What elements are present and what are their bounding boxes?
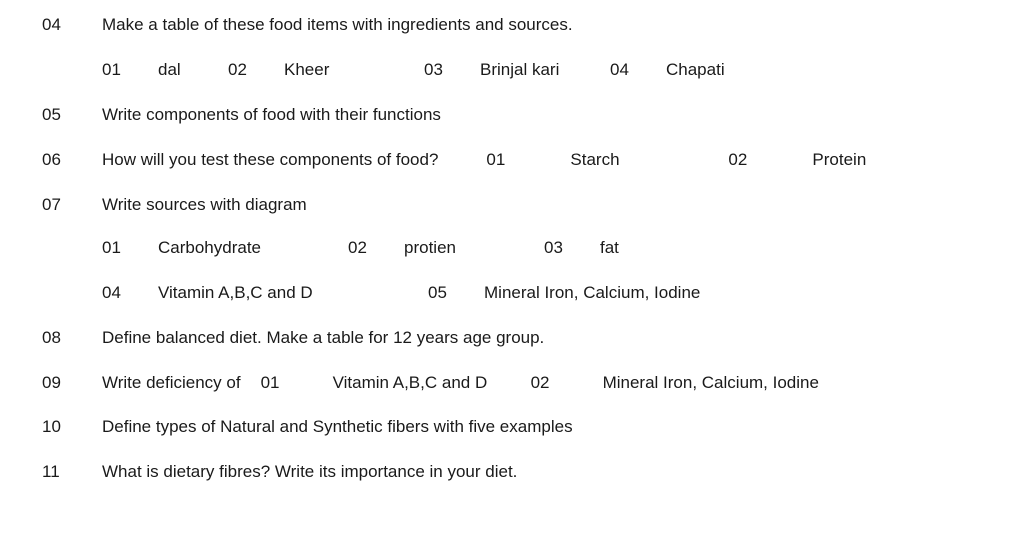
item-label: Kheer — [284, 59, 424, 82]
question-number: 09 — [42, 372, 102, 395]
question-07-items-row2: 04 Vitamin A,B,C and D 05 Mineral Iron, … — [102, 282, 1004, 305]
item-number: 01 — [261, 372, 305, 395]
question-04: 04 Make a table of these food items with… — [42, 14, 1004, 37]
question-prompt: Write sources with diagram — [102, 194, 307, 217]
item-number: 02 — [728, 149, 784, 172]
item-number: 02 — [348, 237, 404, 260]
item-label: Starch — [570, 149, 700, 172]
question-prompt: Write components of food with their func… — [102, 104, 441, 127]
item-label: Brinjal kari — [480, 59, 610, 82]
item-label: Carbohydrate — [158, 237, 348, 260]
question-number: 05 — [42, 104, 102, 127]
question-07-items-row1: 01 Carbohydrate 02 protien 03 fat — [102, 237, 1004, 260]
question-prompt: How will you test these components of fo… — [102, 149, 438, 172]
item-number: 03 — [544, 237, 600, 260]
item-number: 01 — [102, 237, 158, 260]
item-number: 03 — [424, 59, 480, 82]
item-number: 01 — [486, 149, 542, 172]
question-prompt: What is dietary fibres? Write its import… — [102, 461, 517, 484]
question-number: 08 — [42, 327, 102, 350]
question-text: Define balanced diet. Make a table for 1… — [102, 327, 1004, 350]
question-07: 07 Write sources with diagram — [42, 194, 1004, 217]
item-number: 04 — [102, 282, 158, 305]
item-label: Protein — [812, 149, 866, 172]
item-label: Mineral Iron, Calcium, Iodine — [603, 372, 819, 395]
item-label: Mineral Iron, Calcium, Iodine — [484, 282, 700, 305]
item-label: Vitamin A,B,C and D — [158, 282, 428, 305]
item-label: Chapati — [666, 59, 725, 82]
question-text: Write components of food with their func… — [102, 104, 1004, 127]
question-number: 04 — [42, 14, 102, 37]
question-text: Write deficiency of 01 Vitamin A,B,C and… — [102, 372, 1004, 395]
question-number: 07 — [42, 194, 102, 217]
item-label: Vitamin A,B,C and D — [333, 372, 523, 395]
question-prompt: Define types of Natural and Synthetic fi… — [102, 416, 573, 439]
question-text: Write sources with diagram — [102, 194, 1004, 217]
question-10: 10 Define types of Natural and Synthetic… — [42, 416, 1004, 439]
item-number: 01 — [102, 59, 158, 82]
question-text: Make a table of these food items with in… — [102, 14, 1004, 37]
question-11: 11 What is dietary fibres? Write its imp… — [42, 461, 1004, 484]
item-number: 02 — [531, 372, 575, 395]
question-number: 06 — [42, 149, 102, 172]
question-prompt: Define balanced diet. Make a table for 1… — [102, 327, 544, 350]
question-text: How will you test these components of fo… — [102, 149, 1004, 172]
question-04-items: 01 dal 02 Kheer 03 Brinjal kari 04 Chapa… — [102, 59, 1004, 82]
question-prompt: Make a table of these food items with in… — [102, 14, 573, 37]
item-number: 05 — [428, 282, 484, 305]
question-prompt: Write deficiency of — [102, 372, 241, 395]
question-08: 08 Define balanced diet. Make a table fo… — [42, 327, 1004, 350]
question-number: 10 — [42, 416, 102, 439]
question-number: 11 — [42, 461, 102, 484]
question-text: Define types of Natural and Synthetic fi… — [102, 416, 1004, 439]
item-label: fat — [600, 237, 619, 260]
question-text: What is dietary fibres? Write its import… — [102, 461, 1004, 484]
question-05: 05 Write components of food with their f… — [42, 104, 1004, 127]
item-number: 02 — [228, 59, 284, 82]
item-label: dal — [158, 59, 228, 82]
item-label: protien — [404, 237, 544, 260]
question-06: 06 How will you test these components of… — [42, 149, 1004, 172]
question-09: 09 Write deficiency of 01 Vitamin A,B,C … — [42, 372, 1004, 395]
item-number: 04 — [610, 59, 666, 82]
